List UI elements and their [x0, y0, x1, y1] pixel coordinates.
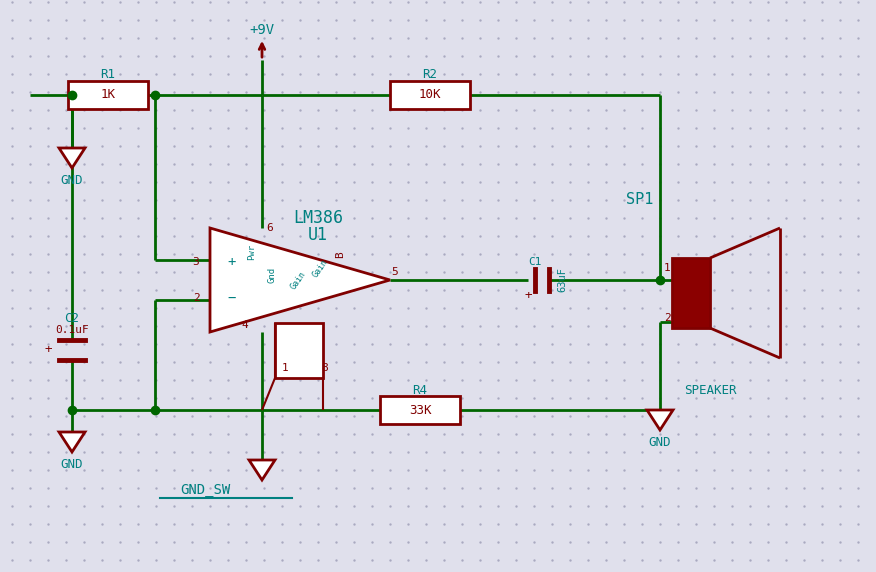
Text: 1: 1	[281, 363, 288, 373]
Polygon shape	[59, 432, 85, 452]
Text: −: −	[228, 291, 237, 305]
Bar	[380, 396, 460, 424]
Text: LM386: LM386	[293, 209, 343, 227]
Text: 10K: 10K	[419, 89, 442, 101]
Bar	[672, 258, 710, 328]
Bar	[390, 81, 470, 109]
Text: SPEAKER: SPEAKER	[684, 383, 736, 396]
Text: 63uF: 63uF	[557, 268, 567, 292]
Text: U1: U1	[308, 226, 328, 244]
Text: C2: C2	[65, 312, 80, 324]
Text: GND: GND	[60, 173, 83, 186]
Text: 0.1uF: 0.1uF	[55, 325, 88, 335]
Text: 5: 5	[392, 267, 399, 277]
Text: SP1: SP1	[626, 193, 653, 208]
Text: R4: R4	[413, 383, 427, 396]
Text: Gain: Gain	[311, 257, 329, 279]
Text: Pwr: Pwr	[248, 244, 257, 260]
Text: +9V: +9V	[250, 23, 274, 37]
Text: 1: 1	[664, 263, 671, 273]
Text: 6: 6	[266, 223, 273, 233]
Text: +: +	[524, 288, 532, 301]
Polygon shape	[59, 148, 85, 168]
Text: GND_SW: GND_SW	[180, 483, 230, 497]
Text: GND: GND	[60, 458, 83, 471]
Text: 2: 2	[193, 293, 200, 303]
Polygon shape	[249, 460, 275, 480]
Text: B: B	[335, 252, 345, 259]
Text: Gain: Gain	[288, 269, 307, 291]
Text: C1: C1	[528, 257, 541, 267]
Text: 33K: 33K	[409, 403, 431, 416]
Text: R1: R1	[101, 69, 116, 81]
Text: 8: 8	[321, 363, 328, 373]
Text: +: +	[45, 344, 52, 356]
Text: Gnd: Gnd	[267, 267, 277, 283]
Bar	[68, 81, 148, 109]
Text: R2: R2	[422, 69, 437, 81]
Polygon shape	[210, 228, 390, 332]
Polygon shape	[647, 410, 673, 430]
Text: +: +	[228, 255, 237, 269]
Bar	[275, 323, 323, 378]
Text: 2: 2	[664, 313, 671, 323]
Text: 4: 4	[242, 320, 249, 330]
Text: 3: 3	[193, 257, 200, 267]
Text: 1K: 1K	[101, 89, 116, 101]
Text: GND: GND	[649, 435, 671, 448]
